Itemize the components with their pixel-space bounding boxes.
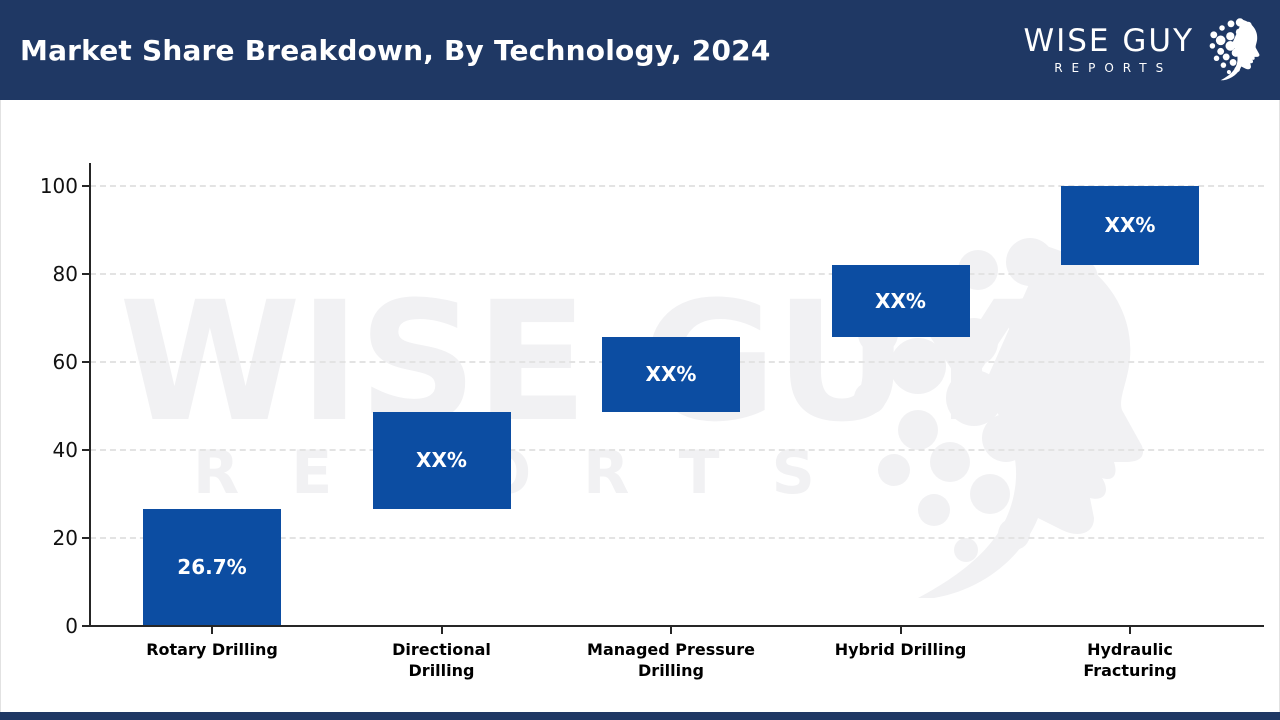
bar-value-label: XX% <box>416 448 467 473</box>
x-axis-category-label: Directional Drilling <box>392 640 491 680</box>
bar-hydraulic-fracturing: XX% <box>1061 186 1199 265</box>
y-axis-tick-label: 0 <box>65 614 78 638</box>
bar-rotary-drilling: 26.7% <box>143 508 281 626</box>
x-axis-tick <box>211 626 213 634</box>
bar-managed-pressure-drilling: XX% <box>602 336 740 412</box>
header-bar: Market Share Breakdown, By Technology, 2… <box>0 0 1280 100</box>
bar-value-label: XX% <box>1104 213 1156 238</box>
gridline-40 <box>90 449 1264 451</box>
chart-area: WISE GUY REPORTS 0 20 40 60 80 100 26.7% Rotary… <box>0 100 1280 712</box>
brand-subtitle: REPORTS <box>1054 60 1173 75</box>
gridline-20 <box>90 537 1264 539</box>
y-axis-tick-label: 100 <box>39 174 78 198</box>
y-axis-tick <box>82 361 90 363</box>
x-axis-category-label: Hybrid Drilling <box>834 640 967 659</box>
gridline-100 <box>90 185 1264 187</box>
x-axis-line <box>89 625 1264 627</box>
brand-logo-text: WISE GUY REPORTS <box>1023 22 1194 75</box>
y-axis-line <box>89 163 91 626</box>
y-axis-tick <box>82 537 90 539</box>
x-axis-tick <box>899 626 902 634</box>
x-axis-category-label: Managed Pressure Drilling <box>587 640 755 680</box>
y-axis-tick-label: 80 <box>52 262 78 286</box>
x-axis-category-label: Rotary Drilling <box>146 640 278 659</box>
y-axis-tick <box>82 185 90 187</box>
bar-hybrid-drilling: XX% <box>831 264 970 337</box>
x-axis-tick <box>440 626 443 634</box>
bar-directional-drilling: XX% <box>372 411 511 509</box>
y-axis-tick-label: 20 <box>52 526 78 550</box>
bar-value-label: 26.7% <box>177 555 247 580</box>
y-axis-tick <box>82 449 90 451</box>
bar-value-label: XX% <box>645 362 697 387</box>
footer-bar <box>0 712 1280 720</box>
page-title: Market Share Breakdown, By Technology, 2… <box>20 33 771 67</box>
x-axis-tick <box>670 626 672 634</box>
brand-name: WISE GUY <box>1023 22 1194 59</box>
bar-value-label: XX% <box>875 288 926 313</box>
x-axis-tick <box>1129 626 1131 634</box>
y-axis-tick-label: 40 <box>52 438 78 462</box>
x-axis-category-label: Hydraulic Fracturing <box>1083 640 1177 680</box>
y-axis-tick-label: 60 <box>52 350 78 374</box>
brand-logo: WISE GUY REPORTS <box>1023 15 1280 85</box>
gridline-80 <box>90 273 1264 275</box>
y-axis-tick <box>82 625 90 627</box>
y-axis-tick <box>82 273 90 275</box>
